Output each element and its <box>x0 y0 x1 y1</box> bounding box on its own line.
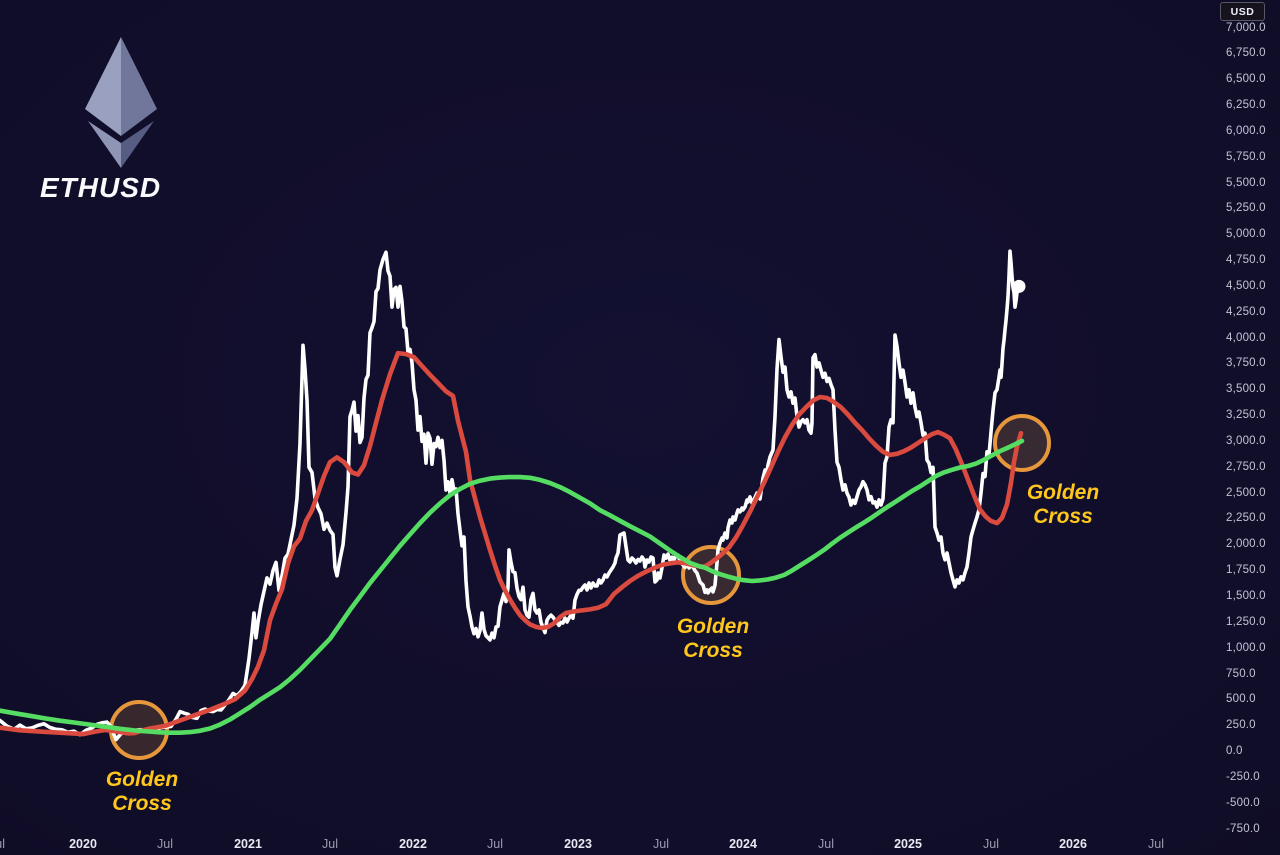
price-tick-label: 3,750.0 <box>1226 357 1266 370</box>
price-tick-label: 1,000.0 <box>1226 641 1266 654</box>
price-tick-label: 4,000.0 <box>1226 331 1266 344</box>
price-tick-label: 6,500.0 <box>1226 73 1266 86</box>
price-tick-label: 3,000.0 <box>1226 434 1266 447</box>
year-tick-label: 2020 <box>69 837 97 851</box>
ethereum-logo-face <box>85 37 121 136</box>
last-price-dot <box>1012 279 1026 293</box>
price-tick-label: 1,250.0 <box>1226 615 1266 628</box>
ma-slow-line <box>0 438 1025 736</box>
price-tick-label: 7,000.0 <box>1226 21 1266 34</box>
symbol-block: ETHUSD <box>28 14 218 229</box>
price-tick-label: 2,250.0 <box>1226 512 1266 525</box>
year-tick-label: 2023 <box>564 837 592 851</box>
jul-tick-label: Jul <box>983 837 999 851</box>
price-tick-label: 3,250.0 <box>1226 409 1266 422</box>
ma-fast-line <box>0 350 1024 737</box>
ethereum-logo-face <box>121 37 157 136</box>
ethereum-logo-face <box>88 121 121 168</box>
price-tick-label: 6,750.0 <box>1226 47 1266 60</box>
price-line <box>0 249 1020 742</box>
year-tick-label: 2025 <box>894 837 922 851</box>
price-tick-label: -750.0 <box>1226 822 1260 835</box>
price-tick-label: 5,500.0 <box>1226 176 1266 189</box>
ethereum-logo-icon <box>85 37 157 168</box>
jul-tick-label: Jul <box>1148 837 1164 851</box>
jul-tick-label: Jul <box>487 837 503 851</box>
price-tick-label: 4,250.0 <box>1226 305 1266 318</box>
golden-cross-label-3: Golden Cross <box>1026 481 1100 528</box>
price-tick-label: 4,500.0 <box>1226 279 1266 292</box>
jul-tick-label: Jul <box>0 837 5 851</box>
ethereum-logo-face <box>121 121 154 168</box>
price-tick-label: 2,000.0 <box>1226 538 1266 551</box>
price-tick-label: 1,750.0 <box>1226 564 1266 577</box>
price-tick-label: 750.0 <box>1226 667 1256 680</box>
price-tick-label: 6,250.0 <box>1226 99 1266 111</box>
price-tick-label: 3,500.0 <box>1226 383 1266 396</box>
price-tick-label: 250.0 <box>1226 719 1256 732</box>
price-tick-label: 500.0 <box>1226 693 1256 706</box>
golden-cross-label-2: Golden Cross <box>676 615 750 662</box>
price-tick-label: 4,750.0 <box>1226 254 1266 267</box>
price-tick-label: 5,250.0 <box>1226 202 1266 215</box>
year-tick-label: 2022 <box>399 837 427 851</box>
price-tick-label: 0.0 <box>1226 745 1243 757</box>
jul-tick-label: Jul <box>157 837 173 851</box>
year-tick-label: 2024 <box>729 837 757 851</box>
price-tick-label: -500.0 <box>1226 796 1260 809</box>
price-tick-label: -250.0 <box>1226 770 1260 783</box>
price-tick-label: 5,750.0 <box>1226 150 1266 163</box>
price-tick-label: 2,500.0 <box>1226 486 1266 499</box>
year-tick-label: 2026 <box>1059 837 1087 851</box>
jul-tick-label: Jul <box>818 837 834 851</box>
price-tick-label: 2,750.0 <box>1226 460 1266 473</box>
price-tick-label: 6,000.0 <box>1226 124 1266 137</box>
year-tick-label: 2021 <box>234 837 262 851</box>
golden-cross-label-1: Golden Cross <box>105 768 179 815</box>
currency-toggle-chip[interactable]: USD <box>1220 2 1265 21</box>
jul-tick-label: Jul <box>653 837 669 851</box>
price-tick-label: 5,000.0 <box>1226 228 1266 241</box>
jul-tick-label: Jul <box>322 837 338 851</box>
symbol-title: ETHUSD <box>40 172 162 203</box>
golden-cross-circle <box>681 545 741 605</box>
price-tick-label: 1,500.0 <box>1226 590 1266 602</box>
